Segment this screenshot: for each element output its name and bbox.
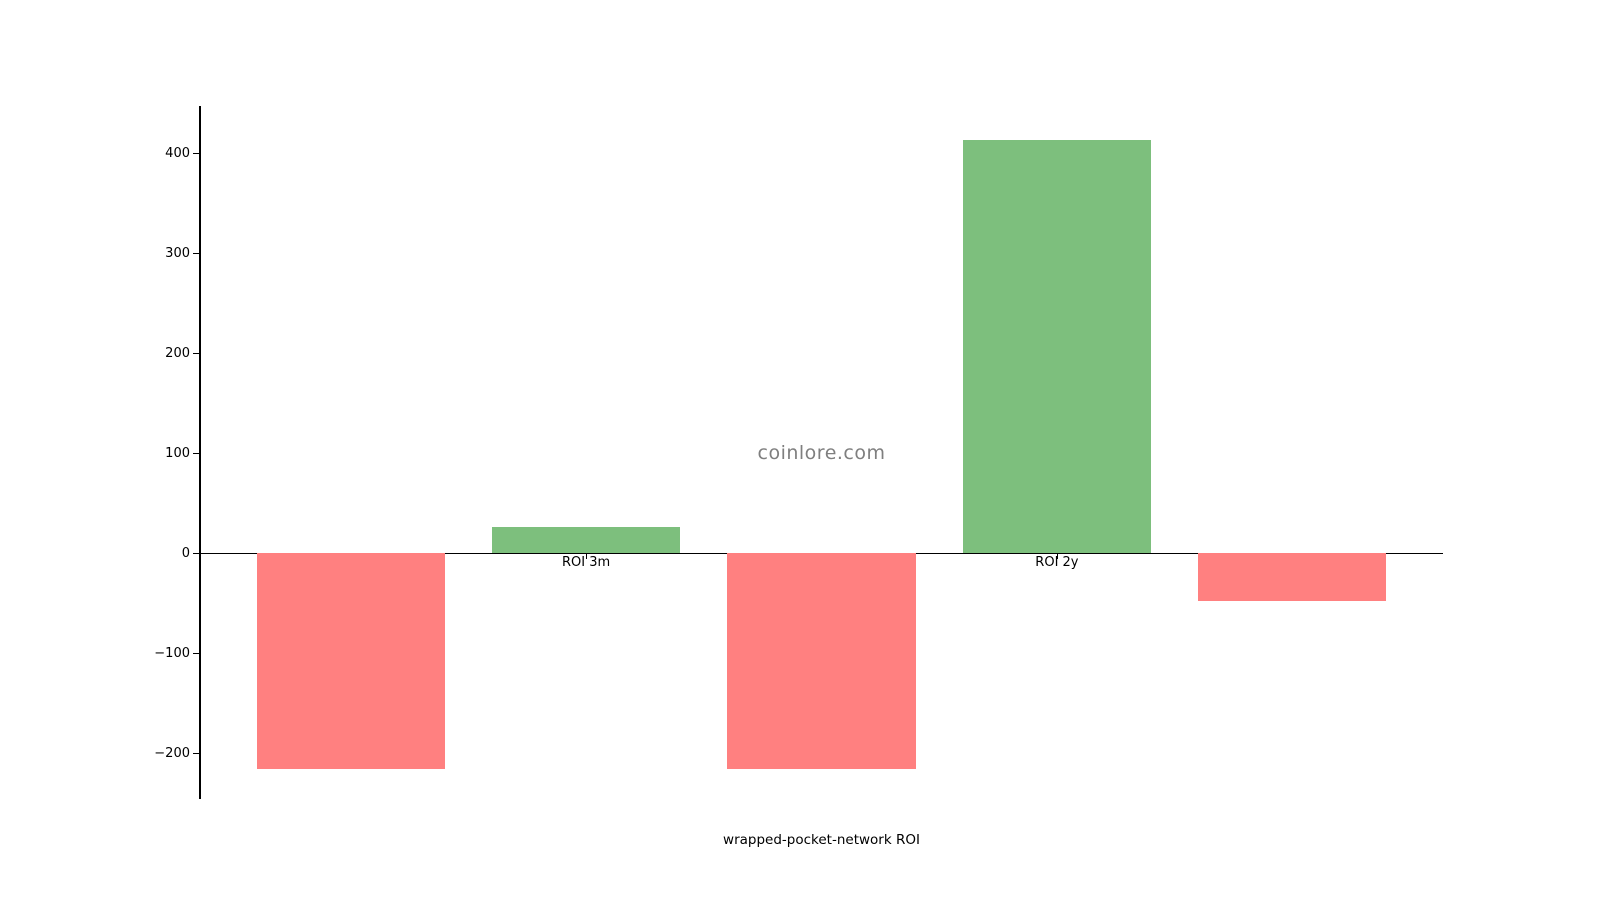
y-tick-label: 0 xyxy=(181,545,190,561)
y-tick-label: 400 xyxy=(165,145,190,161)
y-tick-label: −200 xyxy=(154,745,190,761)
x-tick-label: ROI 3m xyxy=(561,554,611,570)
y-tick-label: 200 xyxy=(165,345,190,361)
bar-roi-3m xyxy=(491,527,681,553)
bar-category-4 xyxy=(1198,553,1387,601)
y-tick-mark xyxy=(193,753,200,755)
y-tick-mark xyxy=(193,453,200,455)
chart-title: wrapped-pocket-network ROI xyxy=(723,832,920,848)
x-tick-mark xyxy=(1056,554,1059,559)
y-axis-spine xyxy=(199,106,201,799)
y-tick-label: −100 xyxy=(154,645,190,661)
bar-category-0 xyxy=(256,553,445,769)
y-tick-mark xyxy=(193,153,200,155)
y-tick-mark xyxy=(193,253,200,255)
y-tick-label: 300 xyxy=(165,245,190,261)
bar-category-2 xyxy=(727,553,916,769)
y-tick-label: 100 xyxy=(165,445,190,461)
bar-roi-2y xyxy=(962,140,1152,553)
y-tick-mark xyxy=(193,553,200,555)
watermark: coinlore.com xyxy=(757,441,886,464)
x-tick-mark xyxy=(586,554,588,559)
x-tick-label: ROI 2y xyxy=(1035,554,1079,570)
y-tick-mark xyxy=(193,353,200,355)
y-tick-mark xyxy=(193,653,200,655)
